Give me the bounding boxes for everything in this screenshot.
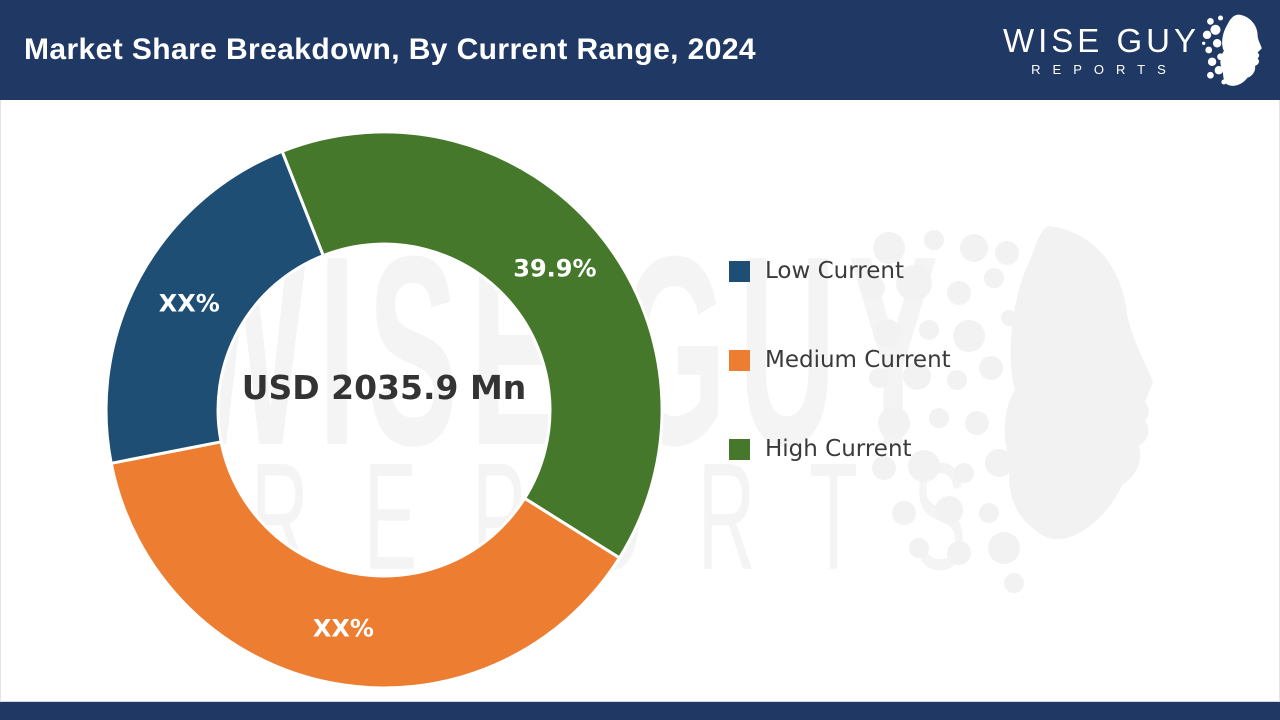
donut-chart: 39.9% XX% XX% <box>104 130 664 690</box>
legend-item-high-current: High Current <box>729 435 951 463</box>
watermark-head-icon <box>861 226 1153 593</box>
chart-title: Market Share Breakdown, By Current Range… <box>24 33 756 66</box>
legend-label: High Current <box>765 436 912 462</box>
legend-swatch <box>729 438 750 460</box>
legend-swatch <box>729 349 750 371</box>
logo-wordmark: WISE GUY <box>1002 21 1200 59</box>
wise-guy-logo: WISE GUY REPORTS <box>1003 5 1266 95</box>
slice-label-medium-current: XX% <box>313 614 374 642</box>
header-bar: Market Share Breakdown, By Current Range… <box>0 0 1280 100</box>
chart-area: WISE GUY REPORTS 39.9%XX%XX% USD 2035.9 … <box>0 100 1280 702</box>
donut-center-value: USD 2035.9 Mn <box>241 368 527 407</box>
slice-label-high-current: 39.9% <box>513 254 596 282</box>
legend-label: Medium Current <box>765 347 951 373</box>
footer-bar <box>0 702 1280 720</box>
legend: Low Current Medium Current High Current <box>729 257 951 524</box>
donut-slice-low-current <box>104 149 326 466</box>
legend-swatch <box>729 260 750 282</box>
logo-face-icon <box>1202 14 1262 86</box>
donut-slice-high-current <box>280 130 664 560</box>
slice-label-low-current: XX% <box>159 289 220 317</box>
legend-item-medium-current: Medium Current <box>729 346 951 374</box>
logo-subtitle: REPORTS <box>1031 61 1178 77</box>
donut-slice-medium-current <box>109 440 622 690</box>
legend-item-low-current: Low Current <box>729 257 951 285</box>
legend-label: Low Current <box>765 258 904 284</box>
